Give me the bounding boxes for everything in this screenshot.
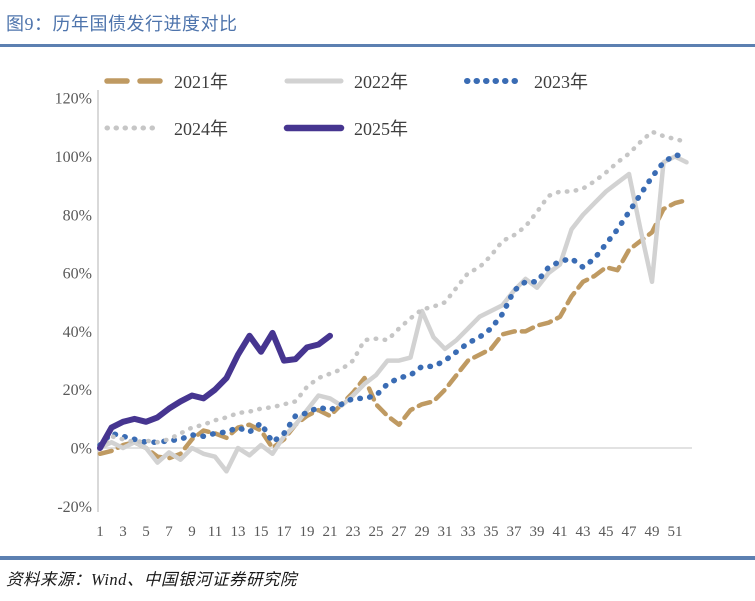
legend-row-2: 2024年 2025年 — [103, 113, 703, 143]
x-tick-label: 21 — [323, 524, 338, 540]
series-line-2024年 — [97, 129, 689, 451]
x-tick-label: 29 — [415, 524, 430, 540]
x-tick-label: 45 — [599, 524, 614, 540]
series-line-2025年 — [97, 329, 333, 451]
x-tick-label: 33 — [461, 524, 476, 540]
x-tick-label: 3 — [119, 524, 127, 540]
x-tick-label: 31 — [438, 524, 453, 540]
y-tick-label: 60% — [63, 266, 92, 283]
legend-item-2024: 2024年 — [103, 115, 228, 141]
x-tick-label: 41 — [553, 524, 568, 540]
figure-title: 图9：历年国债发行进度对比 — [6, 10, 238, 36]
y-tick-label: 20% — [63, 382, 92, 399]
x-tick-label: 25 — [369, 524, 384, 540]
legend-label: 2023年 — [534, 72, 588, 92]
x-tick-label: 17 — [277, 524, 293, 540]
legend-label: 2021年 — [174, 72, 228, 92]
x-tick-label: 43 — [576, 524, 591, 540]
y-tick-label: 100% — [55, 149, 92, 166]
legend-label: 2022年 — [354, 72, 408, 92]
x-tick-label: 1 — [96, 524, 104, 540]
y-tick-label: -20% — [57, 499, 92, 516]
figure-number: 图9： — [6, 14, 53, 34]
top-divider — [0, 44, 755, 47]
series-line-2021年 — [97, 197, 689, 461]
legend-swatch-solid-line — [284, 78, 344, 84]
legend-label: 2025年 — [354, 119, 408, 139]
x-tick-label: 9 — [188, 524, 196, 540]
legend-item-2023: 2023年 — [463, 68, 588, 94]
x-tick-label: 47 — [622, 524, 638, 540]
y-tick-label: 40% — [63, 324, 92, 341]
x-tick-label: 51 — [668, 524, 683, 540]
x-tick-label: 39 — [530, 524, 545, 540]
legend-item-2021: 2021年 — [103, 68, 228, 94]
x-tick-label: 49 — [645, 524, 660, 540]
series-line-2023年 — [97, 152, 690, 448]
bottom-divider — [0, 556, 755, 560]
figure-title-text: 历年国债发行进度对比 — [52, 14, 238, 34]
legend-swatch-bold-line — [283, 124, 345, 132]
y-tick-label: 120% — [55, 91, 92, 108]
x-tick-label: 19 — [300, 524, 315, 540]
legend-label: 2024年 — [174, 119, 228, 139]
x-tick-label: 27 — [392, 524, 408, 540]
legend-item-2022: 2022年 — [283, 68, 408, 94]
x-tick-label: 7 — [165, 524, 173, 540]
x-tick-label: 15 — [254, 524, 269, 540]
x-tick-label: 13 — [231, 524, 246, 540]
legend-row-1: 2021年 2022年 2023年 — [103, 66, 703, 96]
x-tick-label: 37 — [507, 524, 523, 540]
legend-swatch-dotted-line — [464, 78, 524, 84]
x-tick-label: 23 — [346, 524, 361, 540]
y-tick-label: 80% — [63, 207, 92, 224]
legend-swatch-dotted-line — [104, 125, 164, 131]
x-tick-label: 11 — [208, 524, 222, 540]
legend-swatch-dashed-line — [104, 78, 164, 84]
legend-item-2025: 2025年 — [283, 115, 408, 141]
y-tick-label: 0% — [71, 441, 92, 458]
x-tick-label: 35 — [484, 524, 499, 540]
chart-legend: 2021年 2022年 2023年 2024年 2025年 — [103, 66, 703, 160]
x-tick-label: 5 — [142, 524, 150, 540]
source-note: 资料来源：Wind、中国银河证券研究院 — [6, 570, 297, 589]
series-line-2022年 — [97, 154, 689, 474]
